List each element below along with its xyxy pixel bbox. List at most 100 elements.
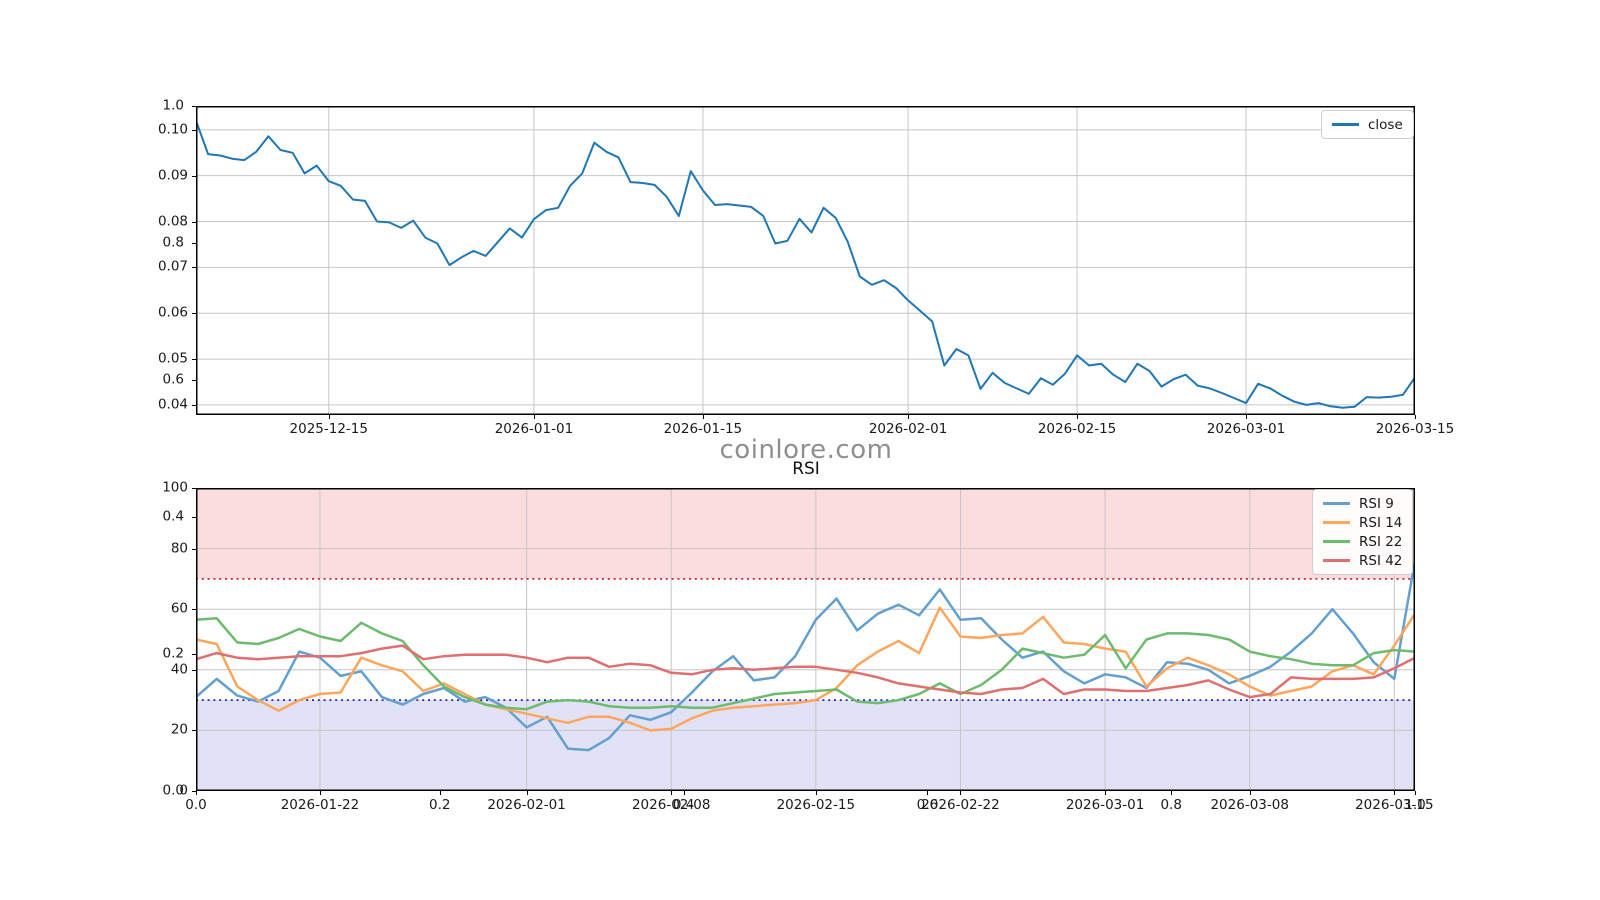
rsi-x-tickmark	[319, 791, 321, 795]
rsi-x-tickmark	[671, 791, 673, 795]
rsi22-line-swatch	[1323, 540, 1350, 543]
rsi-chart-title: RSI	[792, 459, 820, 479]
ghost-y-tickmark	[192, 791, 196, 792]
legend-label-close: close	[1368, 116, 1403, 133]
ghost-y-tick-label: 0.0	[162, 782, 184, 799]
rsi42-line	[196, 644, 1415, 699]
watermark: coinlore.com	[719, 435, 893, 465]
legend-row-rsi42: RSI 42	[1323, 551, 1402, 570]
rsi-x-tick-label: 2026-03-01	[1065, 797, 1145, 813]
rsi22-line	[196, 617, 1415, 711]
price-y-tick-label: 0.09	[157, 167, 188, 184]
price-x-tick-label: 2026-01-15	[663, 421, 743, 437]
price-x-tickmark	[702, 415, 704, 419]
price-y-tickmark	[192, 404, 196, 406]
legend-label-rsi22: RSI 22	[1359, 533, 1403, 550]
legend-row-rsi22: RSI 22	[1323, 532, 1402, 551]
rsi-x-tick-label: 2026-02-15	[776, 797, 856, 813]
ghost-y-tick-label: 1.0	[162, 97, 184, 114]
price-x-tickmark	[533, 415, 535, 419]
rsi-x-tick-label: 2026-02-22	[921, 797, 1000, 813]
rsi-y-tickmark	[192, 488, 196, 489]
rsi-x-tickmark	[960, 791, 962, 795]
rsi-x-tickmark	[526, 791, 528, 795]
rsi-y-tickmark	[192, 609, 196, 611]
rsi9-line-swatch	[1323, 502, 1350, 505]
rsi9-line	[196, 559, 1415, 752]
ghost-y-tick-label: 0.6	[162, 371, 184, 388]
price-legend: close	[1321, 110, 1414, 139]
ghost-x-tickmark	[1415, 791, 1416, 795]
rsi-x-tickmark	[1394, 791, 1396, 795]
price-x-tick-label: 2025-12-15	[289, 421, 368, 437]
ghost-x-tick-label: 0.8	[1160, 797, 1182, 813]
rsi-y-tick-label: 0	[179, 782, 188, 799]
ghost-y-tick-label: 0.2	[162, 645, 184, 662]
rsi-x-tick-label: 2026-02-01	[487, 797, 566, 813]
ghost-x-tick-label: 1.0	[1404, 797, 1426, 813]
price-x-tick-label: 2026-02-01	[868, 421, 948, 437]
rsi-legend: RSI 9 RSI 14 RSI 22 RSI 42	[1312, 489, 1414, 575]
legend-label-rsi9: RSI 9	[1359, 495, 1394, 512]
price-x-tick-label: 2026-03-01	[1206, 421, 1286, 437]
close-line-swatch	[1332, 123, 1359, 126]
rsi-x-tick-label: 2026-03-08	[1210, 797, 1289, 813]
price-x-tick-label: 2026-02-15	[1037, 421, 1117, 437]
price-y-tick-label: 0.05	[157, 350, 188, 367]
legend-label-rsi42: RSI 42	[1359, 552, 1403, 569]
rsi42-line-swatch	[1323, 559, 1350, 562]
rsi14-line-swatch	[1323, 521, 1350, 524]
legend-row-close: close	[1332, 115, 1403, 134]
legend-row-rsi14: RSI 14	[1323, 513, 1402, 532]
price-x-tickmark	[1415, 415, 1416, 419]
price-y-tick-label: 0.06	[157, 304, 188, 321]
ghost-x-tick-label: 0.2	[429, 797, 451, 813]
ghost-y-tickmark	[192, 517, 196, 518]
ghost-y-tickmark	[192, 243, 196, 244]
ghost-x-tick-label: 0.6	[916, 797, 939, 813]
rsi-x-tickmark	[815, 791, 817, 795]
close-line	[196, 119, 1415, 409]
rsi-x-tickmark	[1249, 791, 1251, 795]
ghost-x-tick-label: 0.0	[185, 797, 207, 813]
price-x-tickmark	[328, 415, 330, 419]
ghost-y-tick-label: 0.4	[162, 508, 184, 525]
price-x-tick-label: 2026-03-15	[1375, 421, 1455, 437]
legend-label-rsi14: RSI 14	[1359, 514, 1403, 531]
price-frame	[196, 106, 1415, 415]
rsi-x-tick-label: 2026-01-22	[280, 797, 360, 813]
ghost-x-tick-label: 0.4	[672, 797, 695, 813]
rsi-y-tick-label: 60	[170, 600, 188, 617]
rsi-x-tick-label: 2026-03-15	[1355, 797, 1434, 813]
price-chart-svg	[196, 106, 1415, 415]
rsi-y-tick-label: 80	[170, 540, 188, 557]
price-x-tickmark	[908, 415, 910, 419]
ghost-y-tickmark	[192, 106, 196, 107]
ghost-y-tickmark	[192, 654, 196, 655]
rsi-x-tick-label: 2026-02-08	[631, 797, 711, 813]
rsi-chart-svg	[196, 488, 1415, 791]
rsi-x-tickmark	[1105, 791, 1107, 795]
rsi-y-tick-label: 40	[170, 661, 188, 678]
ghost-x-tickmark	[1171, 791, 1173, 795]
price-y-tickmark	[192, 221, 196, 223]
ghost-y-tickmark	[192, 380, 196, 381]
oversold-zone	[196, 700, 1415, 791]
price-y-tickmark	[192, 359, 196, 361]
rsi-y-tickmark	[192, 669, 196, 671]
rsi14-line	[196, 606, 1415, 732]
rsi-y-tick-label: 100	[162, 479, 188, 496]
price-y-tickmark	[192, 313, 196, 315]
price-y-tickmark	[192, 175, 196, 177]
price-y-tick-label: 0.04	[157, 396, 188, 413]
price-y-tickmark	[192, 267, 196, 269]
price-y-tick-label: 0.07	[157, 258, 188, 275]
ghost-x-tickmark	[439, 791, 441, 795]
overbought-zone	[196, 488, 1415, 579]
price-y-tick-label: 0.10	[157, 121, 188, 138]
price-y-tick-label: 0.08	[157, 213, 188, 230]
price-x-tickmark	[1077, 415, 1079, 419]
rsi-y-tick-label: 20	[170, 721, 188, 738]
rsi-frame	[196, 488, 1415, 791]
